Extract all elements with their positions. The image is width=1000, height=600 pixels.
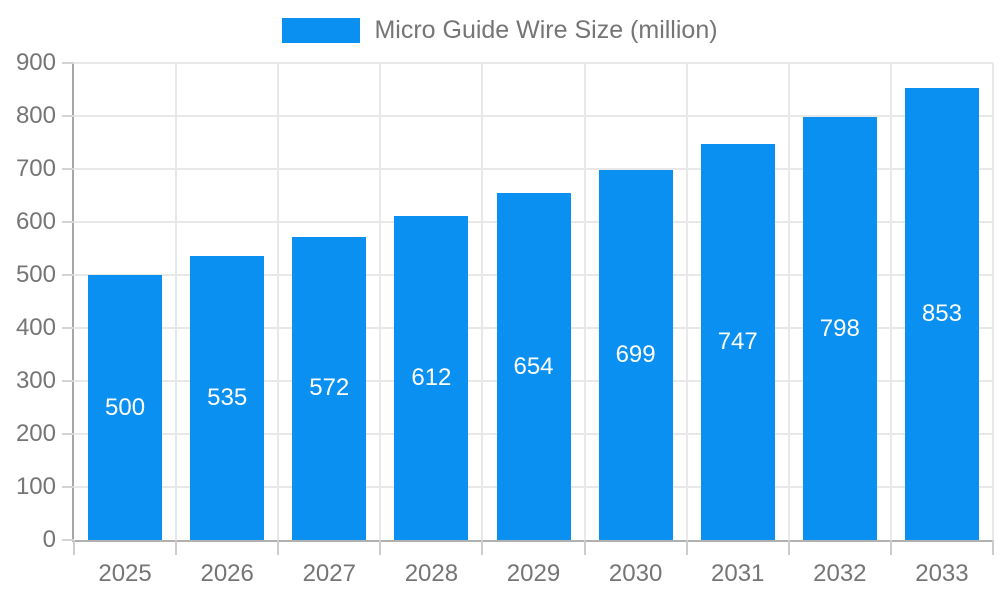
y-axis-label: 100 — [15, 473, 56, 500]
y-gridline — [74, 62, 993, 64]
bar — [904, 87, 979, 540]
x-gridline — [583, 63, 586, 540]
y-axis-label: 0 — [42, 526, 56, 553]
x-axis-label: 2030 — [608, 560, 663, 587]
legend[interactable]: Micro Guide Wire Size (million) — [0, 16, 1000, 45]
x-axis-tick — [889, 540, 892, 555]
bar-value-label: 853 — [921, 299, 962, 327]
y-axis-tick — [62, 327, 74, 329]
bar — [292, 236, 367, 540]
x-axis-tick — [583, 540, 586, 555]
x-gridline — [175, 63, 178, 540]
bar — [496, 193, 571, 540]
x-gridline — [481, 63, 484, 540]
y-axis-tick — [62, 380, 74, 382]
x-gridline — [277, 63, 280, 540]
y-axis-label: 600 — [15, 208, 56, 235]
y-axis-tick — [62, 486, 74, 488]
y-axis-tick — [62, 115, 74, 117]
y-axis-label: 700 — [15, 155, 56, 182]
x-axis-label: 2029 — [506, 560, 561, 587]
bar-value-label: 535 — [207, 384, 248, 412]
bar — [88, 275, 163, 540]
plot-area — [72, 63, 993, 542]
bar — [394, 215, 469, 540]
x-gridline — [787, 63, 790, 540]
y-axis-label: 800 — [15, 102, 56, 129]
x-axis-label: 2026 — [200, 560, 254, 587]
y-axis-tick — [62, 62, 74, 64]
legend-label: Micro Guide Wire Size (million) — [374, 16, 718, 44]
bar-value-label: 747 — [717, 328, 758, 356]
bar-value-label: 500 — [105, 393, 146, 421]
legend-swatch — [282, 18, 361, 43]
x-axis-tick — [175, 540, 178, 555]
x-gridline — [889, 63, 892, 540]
x-axis-tick — [787, 540, 790, 555]
bar-value-label: 654 — [513, 352, 554, 380]
x-gridline — [379, 63, 382, 540]
x-axis-tick — [481, 540, 484, 555]
x-axis-label: 2027 — [302, 560, 356, 587]
y-axis-label: 900 — [15, 49, 56, 76]
x-axis-tick — [379, 540, 382, 555]
y-axis-label: 300 — [15, 367, 56, 394]
bar — [190, 256, 265, 540]
x-gridline — [992, 63, 994, 540]
x-axis-tick — [685, 540, 688, 555]
y-gridline — [74, 115, 993, 117]
x-axis-label: 2025 — [98, 560, 152, 587]
y-gridline — [74, 168, 993, 170]
x-axis-label: 2028 — [404, 560, 459, 587]
y-axis-tick — [62, 539, 74, 541]
y-axis-label: 500 — [15, 261, 56, 288]
bar-value-label: 612 — [411, 363, 452, 391]
y-axis-label: 400 — [15, 314, 56, 341]
bar — [802, 117, 877, 540]
x-axis-tick — [992, 540, 994, 555]
y-axis-tick — [62, 168, 74, 170]
x-axis-label: 2033 — [915, 560, 969, 587]
y-axis-tick — [62, 274, 74, 276]
x-axis-tick — [277, 540, 280, 555]
x-axis-tick — [73, 540, 75, 555]
y-axis-tick — [62, 221, 74, 223]
x-axis-label: 2031 — [711, 560, 765, 587]
bar — [700, 144, 775, 540]
bar-value-label: 699 — [615, 340, 656, 368]
bar-value-label: 572 — [309, 374, 350, 402]
y-axis-tick — [62, 433, 74, 435]
bar — [598, 169, 673, 540]
y-axis-label: 200 — [15, 420, 56, 447]
x-gridline — [685, 63, 688, 540]
x-axis-label: 2032 — [813, 560, 867, 587]
bar-value-label: 798 — [819, 314, 860, 342]
